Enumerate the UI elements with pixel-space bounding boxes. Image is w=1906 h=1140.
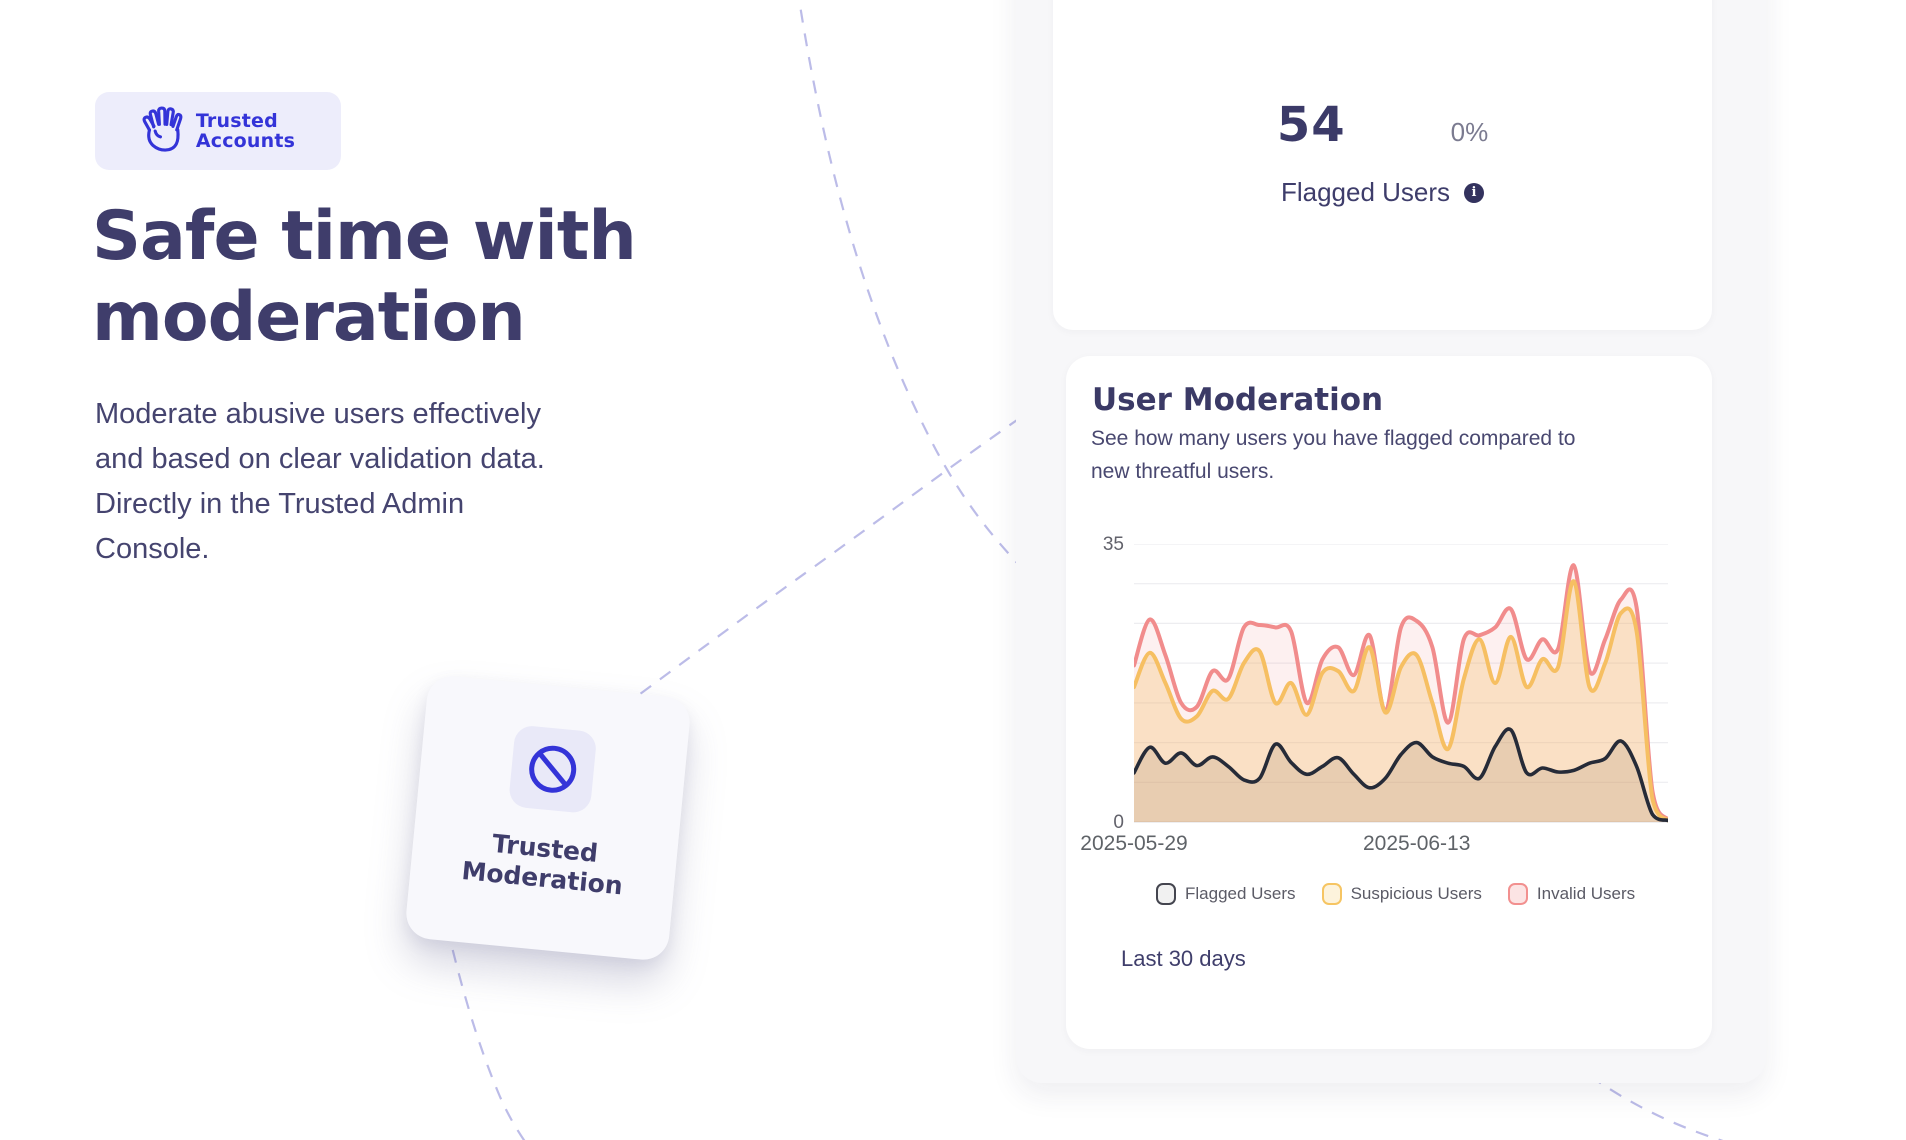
card-description: See how many users you have flagged comp…	[1091, 427, 1576, 483]
moderation-tile-title: Trusted Moderation	[460, 828, 625, 901]
user-moderation-chart	[1132, 543, 1670, 826]
vulcan-hand-icon	[141, 106, 183, 157]
flagged-users-count: 54	[1276, 97, 1346, 153]
trusted-accounts-badge: Trusted Accounts	[95, 92, 341, 170]
chart-legend: Flagged Users Suspicious Users Invalid U…	[1156, 883, 1635, 905]
prohibition-icon	[529, 745, 577, 793]
hero-paragraph: Moderate abusive users effectively and b…	[95, 398, 545, 565]
badge-label: Trusted Accounts	[195, 110, 296, 152]
dashed-curve-top	[798, 0, 1021, 567]
legend-item-invalid-users[interactable]: Invalid Users	[1507, 883, 1635, 905]
info-icon[interactable]: i	[1464, 182, 1485, 203]
legend-swatch-suspicious	[1321, 883, 1342, 905]
y-axis-tick-35: 35	[1102, 534, 1124, 555]
x-axis-tick-start: 2025-05-29	[1080, 832, 1188, 855]
legend-item-flagged-users[interactable]: Flagged Users	[1156, 883, 1296, 905]
legend-swatch-flagged	[1156, 883, 1176, 905]
dashed-curve-middle	[639, 417, 1021, 695]
stat-label: Flagged Users	[1280, 177, 1451, 207]
user-moderation-card: User Moderation See how many users you h…	[1066, 356, 1712, 1049]
chart-range-label: Last 30 days	[1121, 946, 1246, 971]
prohibition-icon-box	[507, 724, 598, 814]
dashed-curve-bottom-right	[1589, 1075, 1724, 1140]
card-title: User Moderation	[1092, 382, 1384, 418]
flagged-users-delta: 0%	[1450, 117, 1489, 147]
flagged-users-stat-card: 54 0% Flagged Users i	[1053, 0, 1712, 330]
admin-console-panel: 54 0% Flagged Users i User Moderation Se…	[1016, 0, 1766, 1083]
stat-row: 54 0%	[1277, 97, 1488, 153]
page-title: Safe time with moderation	[92, 197, 637, 357]
area-chart-canvas	[1132, 543, 1670, 823]
legend-swatch-invalid	[1507, 883, 1528, 905]
trusted-moderation-tile: Trusted Moderation	[403, 673, 693, 963]
x-axis-tick-mid: 2025-06-13	[1362, 832, 1471, 855]
y-axis-tick-0: 0	[1113, 812, 1124, 833]
legend-item-suspicious-users[interactable]: Suspicious Users	[1321, 883, 1482, 905]
